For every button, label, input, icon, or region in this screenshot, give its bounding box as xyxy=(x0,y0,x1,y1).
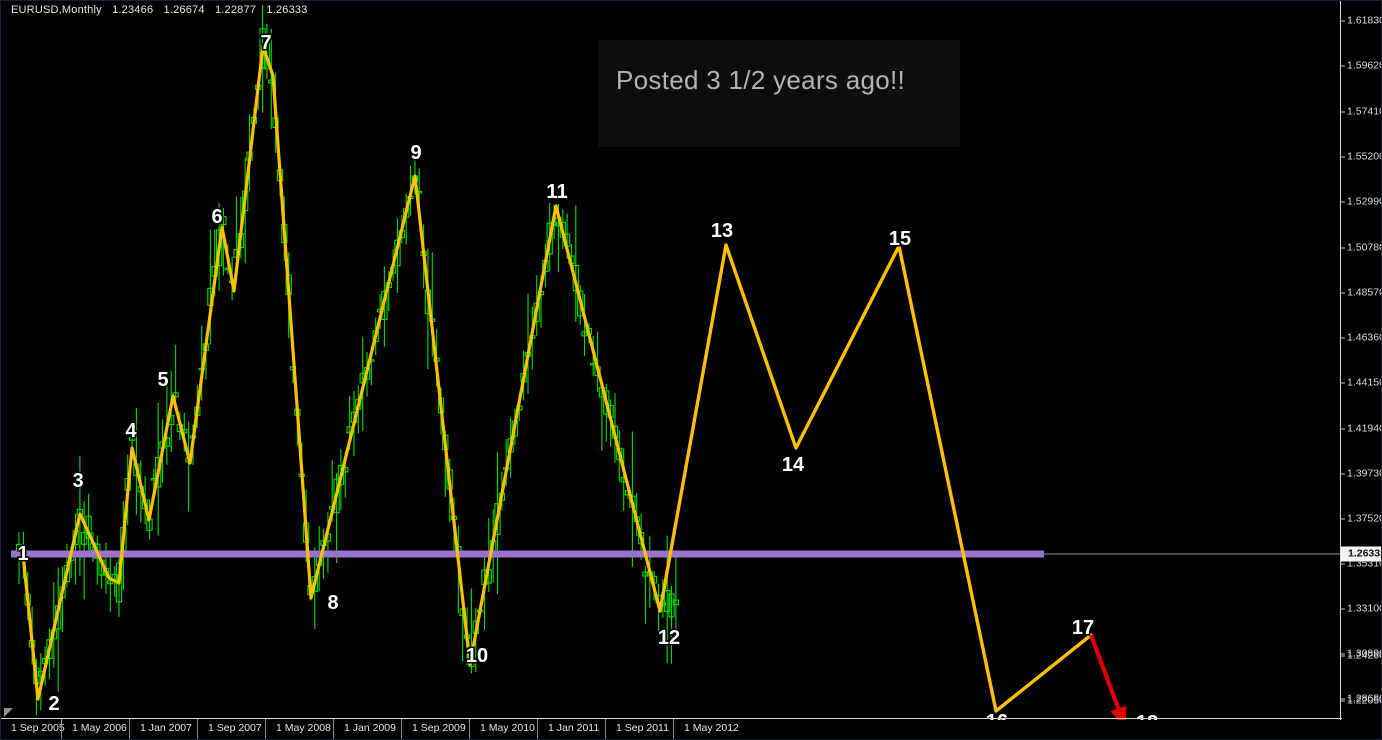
price-tick-label: 1.50780 xyxy=(1341,242,1381,254)
time-tick-separator xyxy=(333,719,334,739)
price-tick-label: 1.39730 xyxy=(1341,468,1381,480)
price-tick-label: 1.61830 xyxy=(1341,15,1381,27)
price-tick-label: 1.28680 xyxy=(1341,693,1381,705)
time-tick-label: 1 Sep 2007 xyxy=(208,722,262,734)
annotation-box xyxy=(598,40,960,147)
price-tick-label: 1.22050 xyxy=(1341,695,1381,707)
time-tick-label: 1 Jan 2009 xyxy=(344,722,396,734)
time-tick-separator xyxy=(61,719,62,739)
current-price-label: 1.26333 xyxy=(1341,546,1381,562)
wave-label-7: 7 xyxy=(260,32,272,54)
quote-high: 1.26674 xyxy=(163,4,205,16)
scroll-marker-icon[interactable] xyxy=(4,708,13,717)
time-tick-label: 1 Sep 2005 xyxy=(11,722,65,734)
time-tick-separator xyxy=(129,719,130,739)
wave-label-14: 14 xyxy=(781,454,805,476)
wave-label-2: 2 xyxy=(48,693,60,715)
time-tick-separator xyxy=(673,719,674,739)
quote-low: 1.22877 xyxy=(214,4,257,16)
time-tick-label: 1 May 2012 xyxy=(684,722,739,734)
price-tick-label: 1.30890 xyxy=(1341,648,1381,660)
price-tick-label: 1.46360 xyxy=(1341,332,1381,344)
price-tick-label: 1.52990 xyxy=(1341,196,1381,208)
time-tick-label: 1 Jan 2007 xyxy=(140,722,192,734)
chart-canvas xyxy=(11,5,1342,720)
wave-label-10: 10 xyxy=(465,645,489,667)
time-tick-separator xyxy=(537,719,538,739)
price-tick-label: 1.24260 xyxy=(1341,650,1381,662)
annotation-text: Posted 3 1/2 years ago!! xyxy=(616,65,906,95)
time-tick-separator xyxy=(265,719,266,739)
price-tick-label: 1.48570 xyxy=(1341,287,1381,299)
price-tick-label: 1.55200 xyxy=(1341,151,1381,163)
wave-label-16: 16 xyxy=(986,712,1008,720)
chart-plot-area[interactable]: Posted 3 1/2 years ago!! 1 2 3 4 5 6 7 8 9 10 11 12… xyxy=(1,1,1342,720)
time-tick-separator xyxy=(605,719,606,739)
wave-label-1: 1 xyxy=(17,543,29,565)
candlestick-series xyxy=(15,5,680,715)
wave-label-12: 12 xyxy=(657,627,681,649)
projection-line[interactable] xyxy=(658,243,1093,713)
wave-label-5: 5 xyxy=(157,369,169,391)
wave-label-18: 18 xyxy=(1136,713,1158,720)
zigzag-wave-line[interactable] xyxy=(21,44,662,701)
wave-label-17: 17 xyxy=(1071,617,1095,639)
wave-label-4: 4 xyxy=(125,420,137,442)
symbol-quote-line: EURUSD,Monthly 1.23466 1.26674 1.22877 1… xyxy=(11,4,315,16)
price-tick-label: 1.33100 xyxy=(1341,603,1381,615)
wave-label-9: 9 xyxy=(410,142,422,164)
price-tick-label: 1.59620 xyxy=(1341,60,1381,72)
wave-label-6: 6 xyxy=(211,206,223,228)
quote-open: 1.23466 xyxy=(112,4,154,16)
price-tick-label: 1.57410 xyxy=(1341,106,1381,118)
price-tick-label: 1.44150 xyxy=(1341,377,1381,389)
quote-close: 1.26333 xyxy=(266,4,308,16)
time-tick-label: 1 Sep 2009 xyxy=(412,722,466,734)
price-tick-label: 1.41940 xyxy=(1341,423,1381,435)
price-axis[interactable]: 1.61830 1.59620 1.57410 1.55200 1.52990 1.507… xyxy=(1340,1,1381,720)
wave-label-8: 8 xyxy=(327,592,339,614)
price-tick-label: 1.35310 xyxy=(1341,558,1381,570)
time-axis[interactable]: 1 Sep 2005 1 May 2006 1 Jan 2007 1 Sep 2007… xyxy=(1,718,1342,739)
time-tick-label: 1 Sep 2011 xyxy=(616,722,669,734)
wave-label-11: 11 xyxy=(546,181,568,203)
time-tick-separator xyxy=(401,719,402,739)
time-tick-label: 1 May 2010 xyxy=(480,722,535,734)
time-tick-label: 1 May 2006 xyxy=(72,722,127,734)
time-tick-separator xyxy=(469,719,470,739)
symbol-name: EURUSD,Monthly xyxy=(11,4,102,16)
time-tick-label: 1 Jan 2011 xyxy=(548,722,600,734)
time-tick-label: 1 May 2008 xyxy=(276,722,331,734)
wave-label-3: 3 xyxy=(72,470,84,492)
price-tick-label: 1.37520 xyxy=(1341,513,1381,525)
time-tick-separator xyxy=(197,719,198,739)
target-arrow[interactable] xyxy=(1089,634,1127,720)
wave-label-15: 15 xyxy=(888,228,912,250)
wave-label-13: 13 xyxy=(710,220,734,242)
